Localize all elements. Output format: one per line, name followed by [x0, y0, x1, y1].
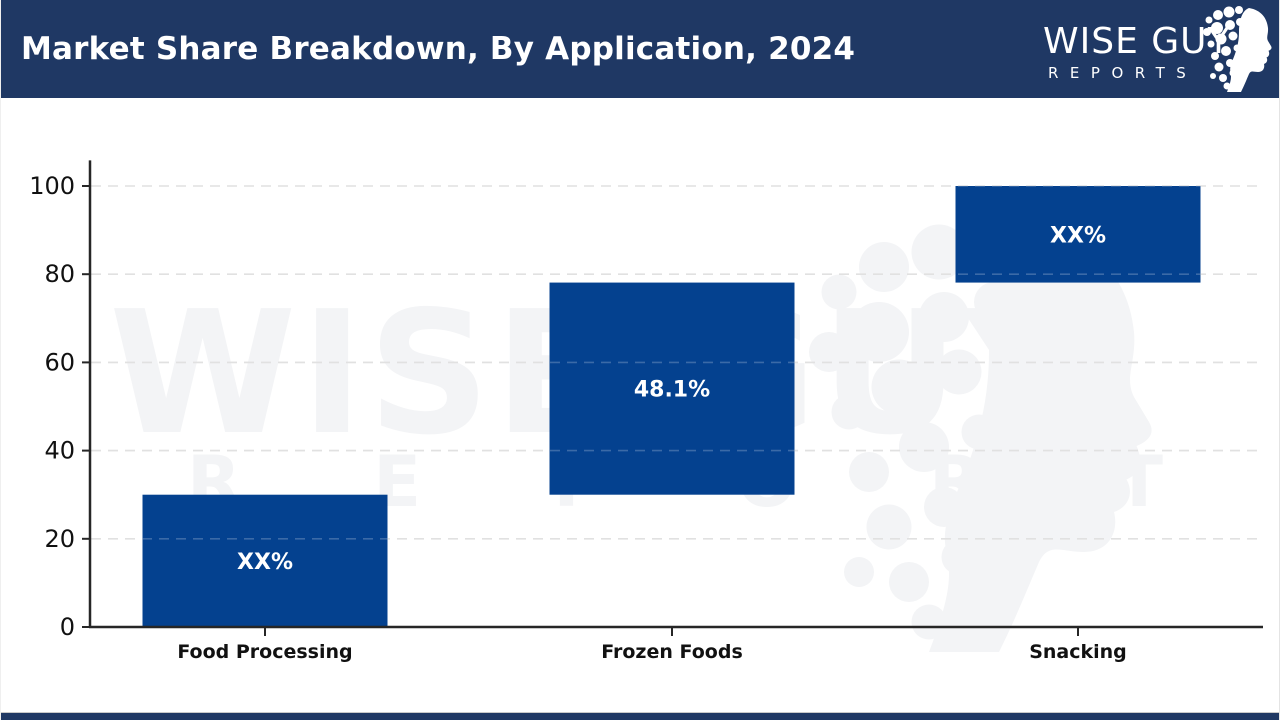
category-label: Food Processing — [177, 641, 352, 663]
bar — [142, 494, 388, 627]
y-tick-label: 60 — [44, 348, 75, 376]
logo-wordmark: WISE GUY — [1043, 21, 1231, 62]
header-bar: Market Share Breakdown, By Application, … — [1, 0, 1279, 98]
brand-logo: WISE GUY REPORTS — [1043, 6, 1272, 92]
category-label: Snacking — [1029, 641, 1127, 663]
bar — [955, 186, 1201, 283]
bar-value-label: XX% — [237, 550, 293, 575]
category-label: Frozen Foods — [601, 641, 743, 663]
y-tick-label: 80 — [44, 260, 75, 288]
page-title: Market Share Breakdown, By Application, … — [21, 31, 856, 67]
y-tick-label: 0 — [60, 613, 75, 641]
y-tick-label: 40 — [44, 437, 75, 465]
logo-subtext: REPORTS — [1048, 64, 1197, 82]
bar-value-label: 48.1% — [634, 378, 710, 403]
y-tick-label: 20 — [44, 525, 75, 553]
footer-bar — [1, 712, 1279, 720]
bar-value-label: XX% — [1050, 223, 1106, 248]
y-tick-label: 100 — [29, 172, 75, 200]
bar — [549, 282, 795, 495]
